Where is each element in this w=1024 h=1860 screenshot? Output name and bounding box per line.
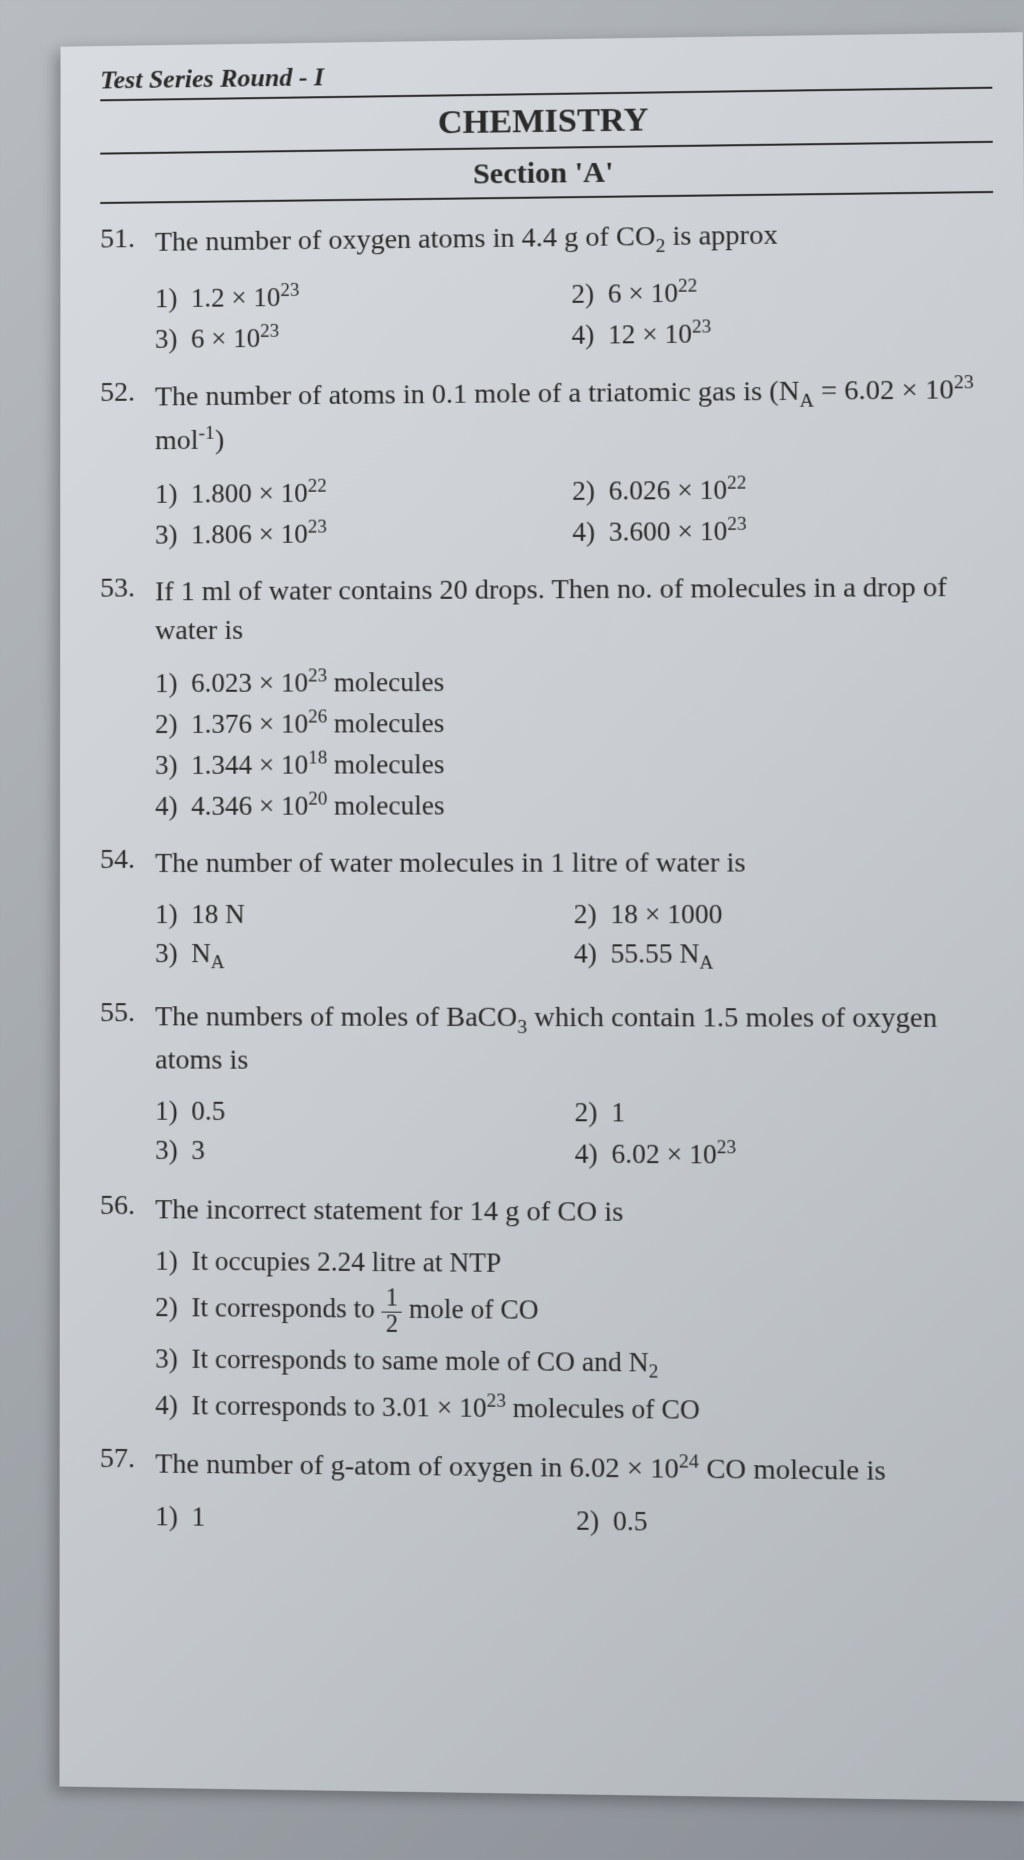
option-4: 4) 6.02 × 1023 bbox=[575, 1132, 1001, 1175]
option-3: 3) 6 × 1023 bbox=[155, 314, 572, 359]
question-56: 56. The incorrect statement for 14 g of … bbox=[100, 1190, 1003, 1433]
question-number: 55. bbox=[100, 997, 155, 1172]
option-4: 4) 3.600 × 1023 bbox=[572, 508, 996, 552]
option-4: 4) It corresponds to 3.01 × 1023 molecul… bbox=[155, 1384, 1002, 1433]
question-51: 51. The number of oxygen atoms in 4.4 g … bbox=[100, 213, 994, 359]
option-1: 1) 1.800 × 1022 bbox=[155, 470, 572, 514]
question-55: 55. The numbers of moles of BaCO3 which … bbox=[100, 997, 1001, 1176]
question-text: The number of oxygen atoms in 4.4 g of C… bbox=[155, 213, 994, 266]
option-1: 1) 0.5 bbox=[155, 1092, 574, 1133]
question-54: 54. The number of water molecules in 1 l… bbox=[100, 843, 999, 980]
question-text: The number of g-atom of oxygen in 6.02 ×… bbox=[155, 1443, 1003, 1492]
option-2: 2) It corresponds to 12 mole of CO bbox=[155, 1281, 1002, 1345]
section-heading: Section 'A' bbox=[100, 151, 993, 204]
option-3: 3) 1.806 × 1023 bbox=[155, 511, 572, 555]
question-text: The number of atoms in 0.1 mole of a tri… bbox=[155, 369, 995, 461]
subject-heading: CHEMISTRY bbox=[100, 97, 993, 155]
option-3: 3) 3 bbox=[155, 1131, 575, 1174]
question-number: 53. bbox=[100, 572, 155, 826]
option-3: 3) 1.344 × 1018 molecules bbox=[155, 742, 998, 785]
option-4: 4) 4.346 × 1020 molecules bbox=[155, 783, 998, 826]
option-3: 3) It corresponds to same mole of CO and… bbox=[155, 1339, 1002, 1391]
option-4: 4) 55.55 NA bbox=[574, 935, 999, 980]
option-2: 2) 1.376 × 1026 molecules bbox=[155, 700, 997, 744]
question-number: 57. bbox=[100, 1443, 155, 1536]
option-2: 2) 6 × 1022 bbox=[571, 268, 994, 314]
question-text: The numbers of moles of BaCO3 which cont… bbox=[155, 997, 1000, 1082]
option-2: 2) 0.5 bbox=[576, 1501, 1003, 1545]
question-number: 54. bbox=[100, 844, 155, 979]
option-2: 2) 6.026 × 1022 bbox=[572, 466, 995, 510]
exam-page: Test Series Round - I CHEMISTRY Section … bbox=[59, 32, 1024, 1801]
option-2: 2) 1 bbox=[574, 1093, 1000, 1134]
question-52: 52. The number of atoms in 0.1 mole of a… bbox=[100, 369, 996, 555]
question-57: 57. The number of g-atom of oxygen in 6.… bbox=[100, 1443, 1004, 1545]
option-4: 4) 12 × 1023 bbox=[571, 310, 994, 355]
question-text: The incorrect statement for 14 g of CO i… bbox=[155, 1190, 1001, 1234]
question-text: The number of water molecules in 1 litre… bbox=[155, 843, 998, 883]
question-53: 53. If 1 ml of water contains 20 drops. … bbox=[100, 567, 998, 826]
test-series-label: Test Series Round - I bbox=[100, 53, 992, 102]
option-3: 3) NA bbox=[155, 934, 574, 979]
question-number: 56. bbox=[100, 1190, 155, 1425]
question-text: If 1 ml of water contains 20 drops. Then… bbox=[155, 567, 997, 650]
option-1: 1) 1 bbox=[155, 1497, 576, 1541]
option-1: 1) 18 N bbox=[155, 895, 574, 934]
option-1: 1) 1.2 × 1023 bbox=[155, 273, 571, 318]
question-number: 52. bbox=[100, 377, 155, 555]
option-1: 1) 6.023 × 1023 molecules bbox=[155, 659, 997, 704]
option-1: 1) It occupies 2.24 litre at NTP bbox=[155, 1242, 1001, 1287]
option-2: 2) 18 × 1000 bbox=[574, 895, 999, 935]
question-number: 51. bbox=[100, 223, 155, 359]
